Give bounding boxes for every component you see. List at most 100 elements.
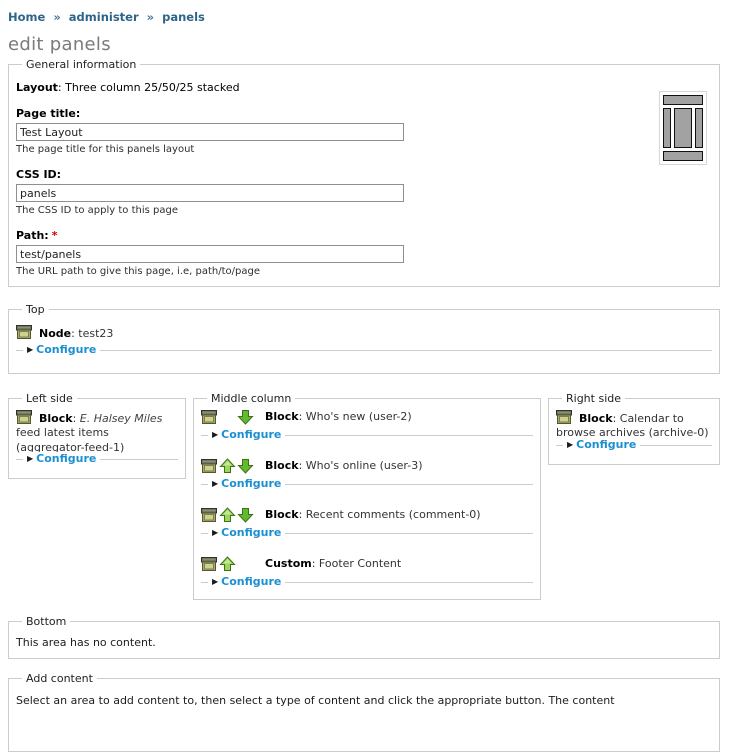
configure-link[interactable]: Configure (221, 427, 282, 441)
item-type: Node (39, 327, 72, 340)
pane-item-block-aggregator: Block: E. Halsey Miles feed latest items… (16, 409, 178, 471)
configure-row: ▶ Configure (16, 342, 712, 357)
configure-row: ▶ Configure (201, 427, 533, 442)
page-title-description: The page title for this panels layout (16, 144, 195, 155)
breadcrumb-separator: » (146, 10, 155, 24)
css-id-label: CSS ID: (16, 168, 62, 181)
layout-thumbnail-right-col (695, 108, 703, 148)
css-id-form-item: CSS ID: The CSS ID to apply to this page (16, 168, 712, 217)
delete-icon[interactable] (201, 556, 218, 572)
breadcrumb: Home » administer » panels (8, 10, 720, 24)
bottom-pane-fieldset: Bottom This area has no content. (8, 614, 720, 659)
page-title-form-item: Page title: The page title for this pane… (16, 107, 712, 156)
configure-row: ▶ Configure (201, 476, 533, 491)
item-type: Custom (265, 557, 312, 570)
configure-row: ▶ Configure (201, 574, 533, 589)
pane-item-node: Node: test23 (16, 324, 712, 342)
layout-value: : Three column 25/50/25 stacked (57, 81, 240, 94)
middle-column-fieldset: Middle column Block: Who's new (user-2) … (193, 391, 541, 600)
breadcrumb-link-administer[interactable]: administer (68, 10, 139, 24)
delete-icon[interactable] (16, 324, 33, 340)
item-type: Block (265, 410, 299, 423)
delete-icon[interactable] (556, 409, 573, 425)
pane-item-block-user2: Block: Who's new (user-2) ▶ Configure (201, 409, 533, 442)
item-title: : test23 (71, 327, 114, 340)
add-content-fieldset: Add content Select an area to add conten… (8, 671, 720, 752)
path-description: The URL path to give this page, i.e, pat… (16, 266, 261, 277)
css-id-input[interactable] (16, 184, 404, 202)
configure-row: ▶ Configure (556, 437, 712, 452)
layout-thumbnail-left-col (663, 108, 671, 148)
delete-icon[interactable] (16, 409, 33, 425)
right-side-legend: Right side (566, 391, 621, 405)
item-title-em: E. Halsey Miles (79, 411, 163, 425)
move-up-icon[interactable] (219, 458, 236, 474)
item-title: : Who's new (user-2) (298, 410, 412, 423)
move-down-icon[interactable] (237, 458, 254, 474)
move-up-icon[interactable] (219, 507, 236, 523)
layout-thumbnail-mid-col (674, 108, 692, 148)
item-type: Block (579, 411, 613, 425)
pane-item-block-user3: Block: Who's online (user-3) ▶ Configure (201, 458, 533, 491)
item-type: Block (265, 508, 299, 521)
collapse-arrow-icon: ▶ (212, 576, 219, 586)
layout-thumbnail-top-bar (663, 95, 703, 105)
layout-thumbnail-bottom-bar (663, 151, 703, 161)
middle-column-legend: Middle column (211, 391, 292, 405)
top-pane-legend: Top (26, 303, 45, 316)
item-sep: : (72, 411, 80, 425)
delete-icon[interactable] (201, 458, 218, 474)
breadcrumb-link-panels[interactable]: panels (162, 10, 205, 24)
configure-row: ▶ Configure (16, 452, 178, 466)
pane-item-block-archive: Block: Calendar to browse archives (arch… (556, 409, 712, 456)
bottom-pane-empty-text: This area has no content. (16, 635, 156, 649)
collapse-arrow-icon: ▶ (27, 454, 34, 463)
collapse-arrow-icon: ▶ (212, 429, 219, 439)
page-title-label: Page title: (16, 107, 81, 120)
item-title: : Who's online (user-3) (298, 459, 423, 472)
configure-link[interactable]: Configure (576, 437, 637, 451)
page-title: edit panels (8, 34, 111, 55)
item-title: feed latest items (aggregator-feed-1) (16, 426, 125, 454)
configure-link[interactable]: Configure (221, 525, 282, 539)
item-title: : Recent comments (comment-0) (298, 508, 481, 521)
left-side-legend: Left side (26, 391, 73, 405)
move-down-icon[interactable] (237, 507, 254, 523)
configure-link[interactable]: Configure (221, 574, 282, 588)
pane-item-block-comment0: Block: Recent comments (comment-0) ▶ Conf… (201, 507, 533, 540)
required-marker: * (51, 229, 58, 242)
collapse-arrow-icon: ▶ (212, 527, 219, 537)
pane-item-custom-footer: Custom: Footer Content ▶ Configure (201, 556, 533, 589)
collapse-arrow-icon: ▶ (27, 344, 34, 354)
item-type: Block (39, 411, 73, 425)
general-information-fieldset: General information Layout: Three column… (8, 58, 720, 287)
right-side-fieldset: Right side Block: Calendar to browse arc… (548, 391, 720, 465)
path-input[interactable] (16, 245, 404, 263)
item-type: Block (265, 459, 299, 472)
page-title-input[interactable] (16, 123, 404, 141)
columns-row: Left side Block: E. Halsey Miles feed la… (8, 391, 720, 600)
general-information-legend: General information (26, 58, 137, 71)
breadcrumb-link-home[interactable]: Home (8, 10, 46, 24)
path-form-item: Path:* The URL path to give this page, i… (16, 229, 712, 278)
move-down-icon[interactable] (237, 409, 254, 425)
breadcrumb-separator: » (53, 10, 61, 24)
add-content-legend: Add content (26, 671, 93, 685)
layout-label: Layout (16, 81, 58, 94)
configure-link[interactable]: Configure (36, 452, 97, 465)
top-pane-fieldset: Top Node: test23 ▶ Configure (8, 303, 720, 374)
delete-icon[interactable] (201, 409, 218, 425)
css-id-description: The CSS ID to apply to this page (16, 205, 178, 216)
layout-summary: Layout: Three column 25/50/25 stacked (16, 81, 712, 95)
collapse-arrow-icon: ▶ (212, 478, 219, 488)
configure-link[interactable]: Configure (36, 342, 97, 356)
move-up-icon[interactable] (219, 556, 236, 572)
item-title: : Calendar to browse archives (archive-0… (556, 411, 709, 440)
path-label: Path: * (16, 229, 58, 242)
bottom-pane-legend: Bottom (26, 614, 67, 628)
configure-row: ▶ Configure (201, 525, 533, 540)
item-title: : Footer Content (311, 557, 402, 570)
configure-link[interactable]: Configure (221, 476, 282, 490)
delete-icon[interactable] (201, 507, 218, 523)
